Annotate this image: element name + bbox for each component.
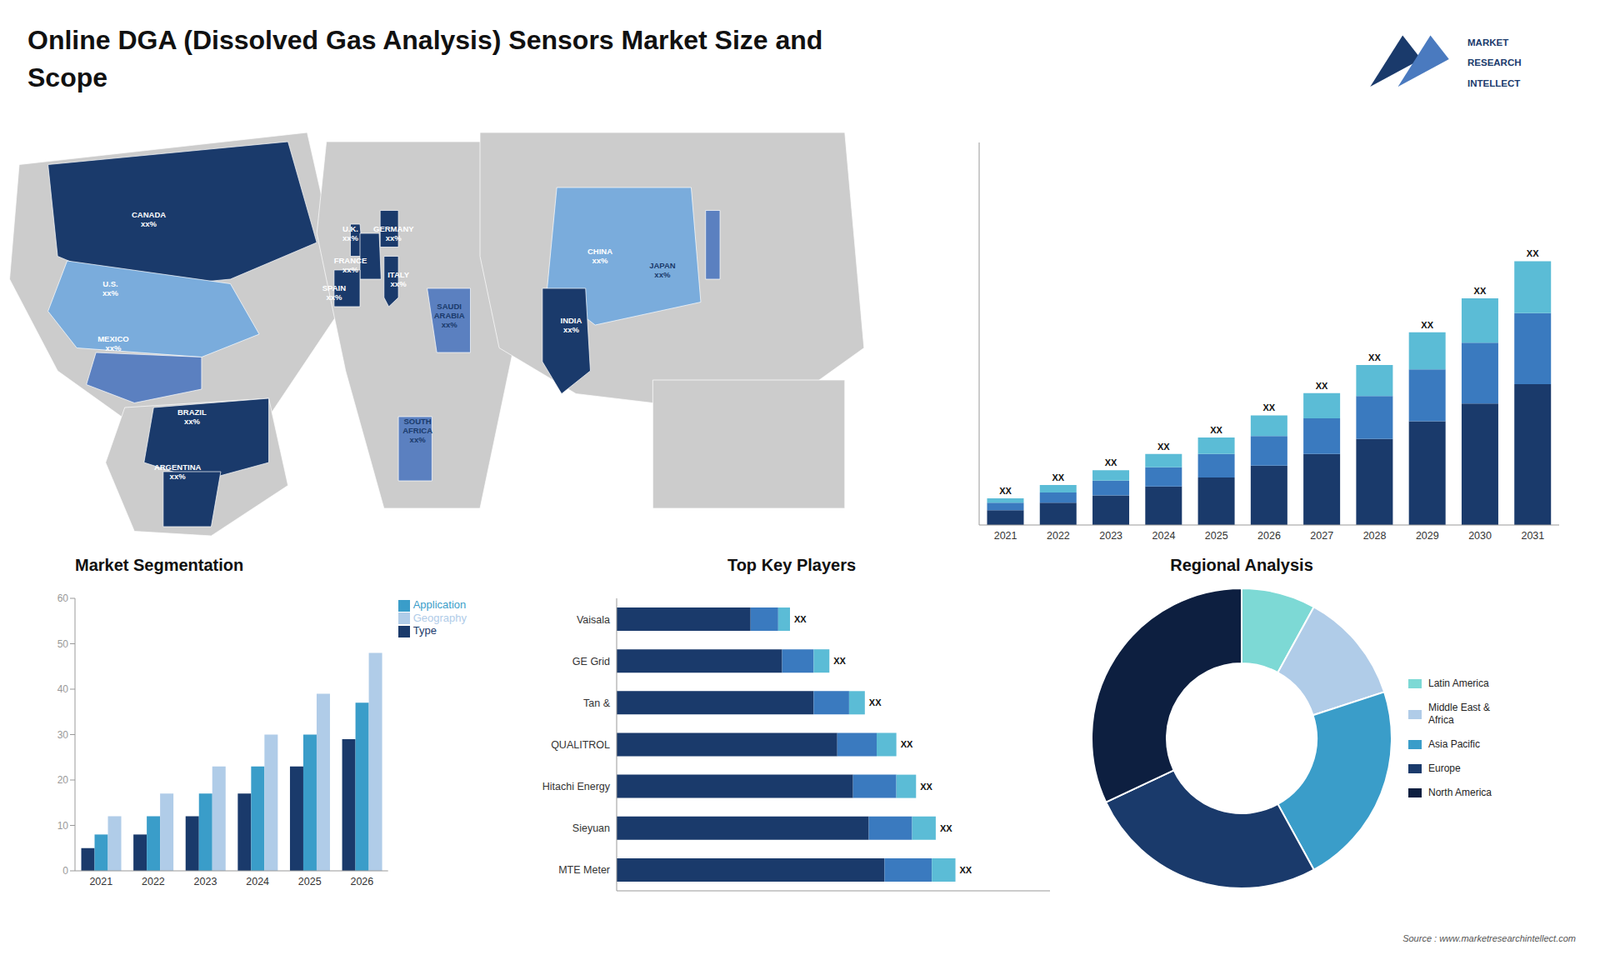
svg-text:2026: 2026 bbox=[1257, 530, 1281, 542]
svg-text:2023: 2023 bbox=[194, 875, 218, 888]
html-text:RESEARCH: RESEARCH bbox=[1467, 57, 1522, 68]
svg-text:XX: XX bbox=[920, 781, 933, 792]
svg-text:Sieyuan: Sieyuan bbox=[572, 822, 610, 835]
svg-text:CHINAxx%: CHINAxx% bbox=[587, 246, 613, 265]
svg-text:SOUTHAFRICAxx%: SOUTHAFRICAxx% bbox=[402, 415, 433, 444]
html-text:Online DGA (Dissolved Gas Anal: Online DGA (Dissolved Gas Analysis) Sens… bbox=[27, 25, 823, 93]
html-text:Top Key Players: Top Key Players bbox=[727, 555, 856, 575]
svg-text:XX: XX bbox=[1315, 380, 1329, 391]
svg-text:20: 20 bbox=[57, 774, 70, 786]
html-text:North America: North America bbox=[1428, 786, 1492, 799]
svg-text:2031: 2031 bbox=[1520, 530, 1545, 542]
html-text:Middle East & Africa: Middle East & Africa bbox=[1428, 701, 1490, 726]
html-text:Application: Application bbox=[413, 598, 467, 611]
html-text:Market Segmentation: Market Segmentation bbox=[75, 555, 244, 575]
svg-text:XX: XX bbox=[833, 655, 846, 666]
html-text:Geography: Geography bbox=[413, 611, 467, 624]
svg-text:XX: XX bbox=[999, 485, 1012, 496]
svg-text:Tan &: Tan & bbox=[583, 697, 611, 710]
svg-text:2029: 2029 bbox=[1415, 530, 1440, 542]
svg-text:2026: 2026 bbox=[350, 875, 374, 888]
svg-text:XX: XX bbox=[1051, 472, 1065, 483]
svg-text:XX: XX bbox=[1526, 248, 1540, 259]
svg-text:ARGENTINAxx%: ARGENTINAxx% bbox=[154, 461, 202, 480]
svg-text:30: 30 bbox=[57, 729, 70, 741]
svg-text:XX: XX bbox=[1420, 320, 1434, 330]
svg-text:2022: 2022 bbox=[1046, 530, 1070, 542]
svg-text:XX: XX bbox=[1105, 457, 1118, 468]
svg-text:MEXICOxx%: MEXICOxx% bbox=[97, 333, 129, 352]
svg-text:2027: 2027 bbox=[1310, 530, 1334, 542]
svg-text:QUALITROL: QUALITROL bbox=[550, 739, 610, 751]
svg-text:XX: XX bbox=[960, 865, 973, 875]
svg-text:JAPANxx%: JAPANxx% bbox=[649, 260, 676, 279]
svg-text:XX: XX bbox=[940, 823, 953, 834]
svg-text:XX: XX bbox=[794, 614, 807, 625]
svg-text:2024: 2024 bbox=[245, 875, 270, 888]
svg-text:XX: XX bbox=[1263, 402, 1276, 413]
svg-text:XX: XX bbox=[1368, 352, 1381, 363]
svg-text:GERMANYxx%: GERMANYxx% bbox=[373, 223, 415, 242]
html-text:Europe: Europe bbox=[1428, 762, 1461, 775]
svg-text:2023: 2023 bbox=[1099, 530, 1123, 542]
html-text:Latin America: Latin America bbox=[1428, 677, 1489, 690]
svg-text:BRAZILxx%: BRAZILxx% bbox=[177, 406, 207, 425]
svg-text:XX: XX bbox=[869, 697, 882, 708]
svg-text:U.S.xx%: U.S.xx% bbox=[102, 278, 120, 297]
html-text:MARKET: MARKET bbox=[1467, 37, 1509, 48]
svg-text:XX: XX bbox=[900, 739, 914, 750]
svg-text:2025: 2025 bbox=[298, 875, 322, 888]
svg-text:40: 40 bbox=[57, 683, 70, 695]
html-text:Type: Type bbox=[413, 624, 437, 637]
svg-text:10: 10 bbox=[57, 820, 70, 832]
svg-text:2025: 2025 bbox=[1205, 530, 1229, 542]
svg-text:INDIAxx%: INDIAxx% bbox=[560, 315, 583, 334]
svg-text:XX: XX bbox=[1474, 285, 1487, 296]
svg-text:SAUDIARABIAxx%: SAUDIARABIAxx% bbox=[434, 301, 465, 330]
svg-text:0: 0 bbox=[62, 865, 69, 877]
svg-text:ITALYxx%: ITALYxx% bbox=[387, 269, 410, 288]
svg-text:XX: XX bbox=[1210, 425, 1223, 435]
svg-text:2028: 2028 bbox=[1363, 530, 1387, 542]
svg-text:MTE Meter: MTE Meter bbox=[558, 864, 610, 876]
svg-text:2021: 2021 bbox=[994, 530, 1018, 542]
svg-text:CANADAxx%: CANADAxx% bbox=[131, 210, 166, 229]
svg-text:XX: XX bbox=[1157, 441, 1170, 452]
svg-text:Hitachi Energy: Hitachi Energy bbox=[542, 780, 611, 793]
svg-text:2024: 2024 bbox=[1152, 530, 1176, 542]
html-text:Regional Analysis: Regional Analysis bbox=[1170, 555, 1314, 575]
svg-text:Vaisala: Vaisala bbox=[576, 614, 610, 626]
svg-text:2021: 2021 bbox=[89, 875, 113, 888]
svg-text:50: 50 bbox=[57, 638, 70, 650]
svg-text:60: 60 bbox=[57, 592, 70, 605]
svg-text:2022: 2022 bbox=[141, 875, 165, 888]
html-text:INTELLECT: INTELLECT bbox=[1467, 78, 1521, 89]
svg-text:U.K.xx%: U.K.xx% bbox=[342, 223, 360, 242]
svg-text:GE Grid: GE Grid bbox=[572, 655, 610, 668]
svg-text:FRANCExx%: FRANCExx% bbox=[334, 255, 368, 275]
svg-text:2030: 2030 bbox=[1468, 530, 1492, 542]
html-text:Source : www.marketresearchint: Source : www.marketresearchintellect.com bbox=[1402, 933, 1576, 944]
html-text:Asia Pacific: Asia Pacific bbox=[1428, 738, 1480, 750]
svg-text:SPAINxx%: SPAINxx% bbox=[322, 283, 346, 302]
